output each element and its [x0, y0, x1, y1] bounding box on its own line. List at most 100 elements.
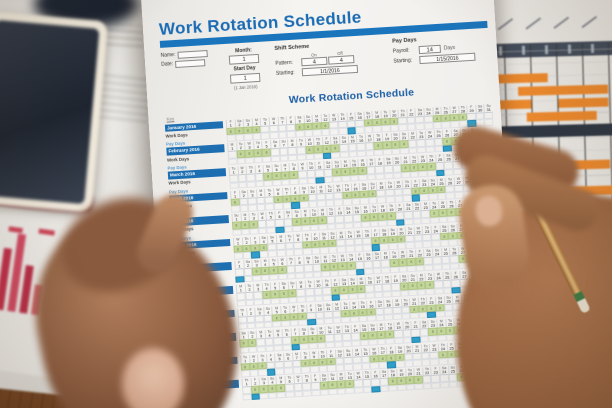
pay-day-cell	[239, 346, 249, 354]
pay-day-cell	[398, 266, 408, 274]
pay-day-cell	[357, 292, 367, 300]
pay-day-cell	[265, 345, 275, 353]
pay-day-cell	[434, 287, 444, 295]
pay-day-cell	[432, 122, 442, 130]
pay-day-cell	[441, 263, 451, 271]
pay-day-cell	[417, 288, 427, 296]
pay-day-cell	[450, 262, 460, 270]
pay-day-cell	[282, 344, 292, 352]
pattern-off-field: 4	[328, 55, 355, 65]
pay-day-cell	[286, 272, 296, 280]
pay-day-cell	[458, 120, 468, 128]
pay-day-cell	[236, 299, 246, 307]
pay-day-cell	[368, 338, 378, 346]
pay-day-cell	[311, 247, 321, 255]
pay-day-cell	[385, 196, 395, 203]
pay-day-cell	[418, 312, 428, 320]
pay-day-cell	[236, 157, 246, 165]
pay-day-cell	[391, 148, 401, 156]
pay-day-cell	[266, 226, 276, 234]
pay-day-cell	[404, 218, 414, 226]
pay-day-cell	[407, 123, 417, 131]
pay-day-cell	[381, 267, 391, 275]
pay-day-cell	[243, 275, 253, 283]
pay-days-fields: Pay Days Payroll: 14 Days Starting: 1/15…	[392, 33, 490, 81]
pay-day-cell	[306, 319, 316, 326]
pay-day-cell	[395, 360, 405, 368]
pay-day-cell	[288, 296, 298, 304]
pay-day-cell	[352, 221, 362, 229]
pay-day-cell	[369, 362, 379, 370]
pay-day-cell	[262, 298, 272, 305]
pay-day-cell	[239, 204, 249, 212]
pay-day-cell	[444, 310, 454, 318]
pay-day-cell	[252, 133, 262, 141]
pay-day-cell	[335, 222, 345, 230]
pay-day-cell	[259, 392, 269, 400]
gantt-bar	[492, 73, 548, 84]
pay-day-cell	[404, 360, 414, 368]
pay-day-cell	[443, 287, 453, 294]
pay-day-cell	[334, 199, 344, 207]
pay-day-cell	[374, 291, 384, 299]
pay-day-cell	[420, 335, 430, 343]
pay-day-cell	[271, 297, 281, 305]
pay-day-cell	[415, 265, 425, 272]
pay-day-cell	[289, 178, 299, 186]
pay-day-cell	[359, 339, 369, 347]
pay-day-cell	[392, 313, 402, 321]
start-day-value-field: 1	[229, 72, 261, 84]
pay-day-cell	[397, 242, 407, 250]
pay-day-cell	[285, 391, 295, 399]
pay-day-cell	[357, 150, 367, 158]
pay-day-cell	[428, 335, 438, 343]
left-hand-knuckle	[122, 348, 184, 408]
pay-day-cell	[233, 252, 243, 260]
pay-day-cell	[384, 172, 394, 180]
pay-day-cell	[241, 370, 251, 378]
pay-day-cell	[259, 250, 269, 258]
pay-day-cell	[251, 251, 261, 259]
pay-day-cell	[299, 343, 309, 350]
gantt-column-label	[553, 16, 570, 29]
pay-day-cell	[414, 241, 424, 249]
pay-day-cell	[314, 294, 324, 302]
pay-day-cell	[367, 315, 377, 323]
pay-day-cell	[389, 124, 399, 132]
pay-day-cell	[410, 312, 420, 320]
pay-day-cell	[315, 176, 325, 184]
pay-day-cell	[430, 358, 440, 366]
pay-day-cell	[272, 321, 282, 329]
pay-day-cell	[395, 219, 405, 226]
pay-day-cell	[345, 387, 355, 395]
pay-day-cell	[302, 248, 312, 256]
pay-day-cell	[292, 367, 302, 375]
pay-day-cell	[364, 126, 374, 134]
pay-day-cell	[311, 389, 321, 397]
pay-day-cell	[284, 367, 294, 375]
pay-day-cell	[298, 177, 308, 185]
pay-day-cell	[361, 221, 371, 229]
pay-day-cell	[371, 244, 381, 252]
pay-day-cell	[255, 180, 265, 188]
pay-day-cell	[294, 390, 304, 398]
pay-day-cell	[402, 194, 412, 202]
pay-day-cell	[385, 337, 395, 345]
pay-day-cell	[329, 270, 339, 278]
pay-day-cell	[324, 176, 334, 184]
pay-day-cell	[269, 274, 279, 281]
pay-day-cell	[377, 338, 387, 346]
pay-day-cell	[261, 132, 271, 140]
pay-day-cell	[269, 132, 279, 140]
pay-day-cell	[312, 271, 322, 279]
pay-day-cell	[321, 270, 331, 278]
pay-day-cell	[425, 288, 435, 296]
pay-day-cell	[342, 198, 352, 206]
pay-day-cell	[440, 381, 450, 389]
pay-day-cell	[322, 152, 332, 160]
pay-day-cell	[401, 171, 411, 179]
pay-day-cell	[336, 246, 346, 254]
pay-day-cell	[341, 175, 351, 182]
pay-day-cell	[348, 151, 358, 158]
